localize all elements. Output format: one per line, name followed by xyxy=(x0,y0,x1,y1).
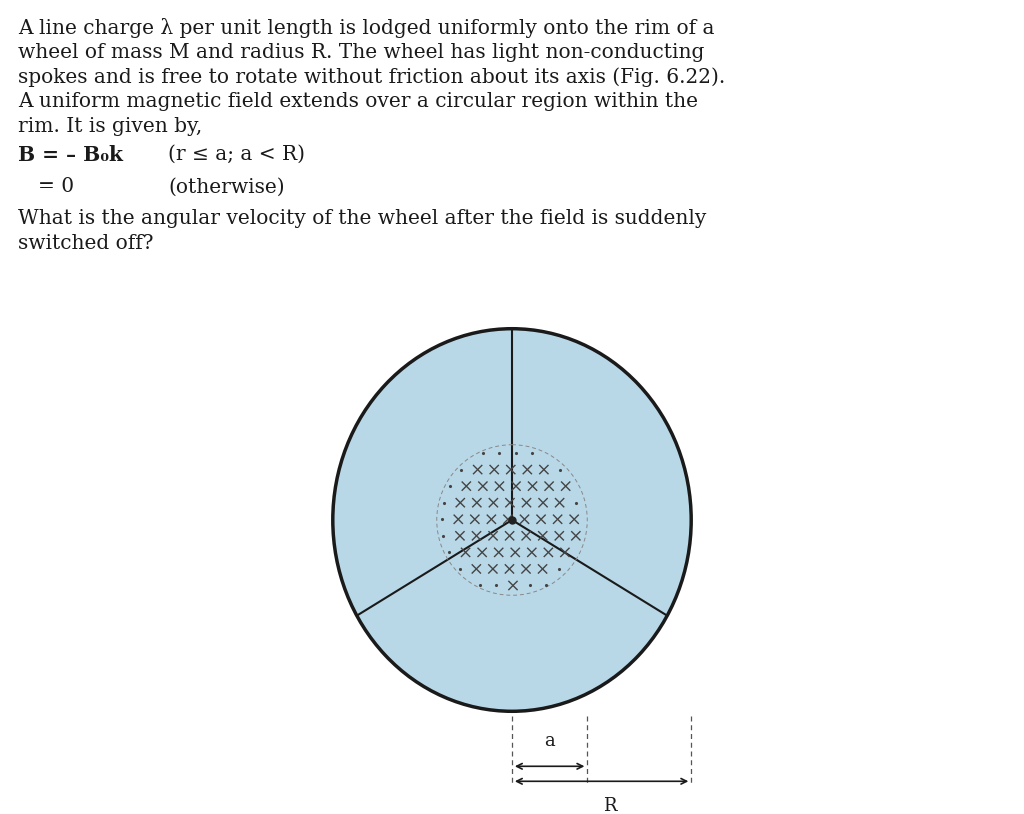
Text: rim. It is given by,: rim. It is given by, xyxy=(18,116,203,136)
Text: = 0: = 0 xyxy=(38,177,74,196)
Text: a: a xyxy=(545,733,555,751)
Text: A uniform magnetic field extends over a circular region within the: A uniform magnetic field extends over a … xyxy=(18,92,698,111)
Text: B = – B₀k: B = – B₀k xyxy=(18,145,123,165)
Text: (otherwise): (otherwise) xyxy=(168,177,285,196)
Text: (r ≤ a; a < R): (r ≤ a; a < R) xyxy=(168,145,305,164)
Text: switched off?: switched off? xyxy=(18,234,154,253)
Text: What is the angular velocity of the wheel after the field is suddenly: What is the angular velocity of the whee… xyxy=(18,209,707,229)
Ellipse shape xyxy=(333,329,691,711)
Text: wheel of mass M and radius R. The wheel has light non-conducting: wheel of mass M and radius R. The wheel … xyxy=(18,42,705,62)
Text: spokes and is free to rotate without friction about its axis (Fig. 6.22).: spokes and is free to rotate without fri… xyxy=(18,68,725,87)
Text: R: R xyxy=(603,797,616,814)
Text: A line charge λ per unit length is lodged uniformly onto the rim of a: A line charge λ per unit length is lodge… xyxy=(18,18,715,38)
